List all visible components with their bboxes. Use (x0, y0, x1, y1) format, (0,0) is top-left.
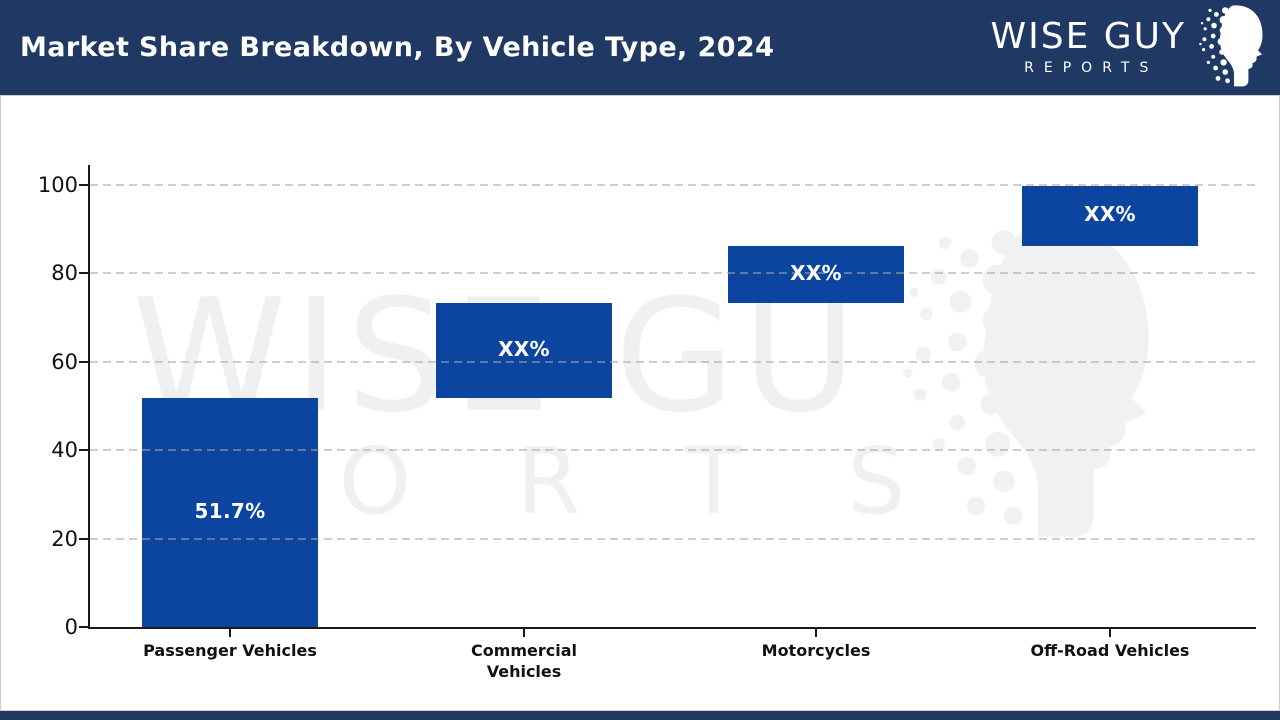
y-axis-tick (79, 449, 88, 452)
y-axis-tick (79, 626, 88, 628)
y-axis-tick-label: 100 (37, 173, 78, 197)
x-axis-tick (1109, 629, 1111, 637)
brand-logo: WISE GUY REPORTS (991, 4, 1267, 92)
x-axis-line (88, 627, 1256, 629)
y-axis-tick (79, 272, 88, 275)
brand-name: WISE GUY (990, 16, 1186, 57)
y-axis-tick-label: 0 (64, 615, 78, 639)
x-axis-tick (229, 629, 231, 637)
y-axis-tick (79, 184, 88, 186)
x-axis-tick (523, 629, 525, 637)
x-axis-category-label: Commercial Vehicles (470, 641, 578, 681)
bar-passenger-vehicles (142, 398, 318, 627)
y-axis-tick (79, 537, 88, 540)
y-axis-line (88, 165, 90, 629)
footer-bar (0, 711, 1280, 720)
bar-value-label: XX% (790, 260, 842, 285)
x-axis-category-label: Off-Road Vehicles (1030, 641, 1190, 660)
waterfall-chart: 0 20 40 60 80 100 51.7% Passenger Vehicles XX% Co… (0, 95, 1280, 711)
gridline (90, 360, 1256, 363)
header: Market Share Breakdown, By Vehicle Type,… (0, 0, 1280, 95)
brand-logo-text: WISE GUY REPORTS (990, 16, 1187, 77)
gridline (90, 449, 1256, 452)
y-axis-tick-label: 80 (51, 261, 78, 286)
bar-value-label: XX% (1084, 201, 1136, 226)
page-title: Market Share Breakdown, By Vehicle Type,… (20, 32, 775, 63)
bar-value-label: 51.7% (194, 498, 266, 523)
bar-off-road-vehicles (1022, 185, 1198, 246)
bar-commercial-vehicles (436, 303, 612, 399)
x-axis-category-label: Passenger Vehicles (143, 641, 317, 660)
x-axis-category-label: Motorcycles (761, 641, 871, 660)
gridline (90, 537, 1256, 540)
y-axis-tick-label: 40 (51, 438, 78, 463)
x-axis-tick (815, 629, 817, 637)
gridline (90, 184, 1256, 186)
y-axis-tick-label: 60 (51, 349, 78, 374)
bar-value-label: XX% (498, 336, 550, 361)
y-axis-tick-label: 20 (51, 526, 78, 551)
gridline (90, 272, 1256, 275)
y-axis-tick (79, 360, 88, 363)
bar-motorcycles (728, 245, 904, 304)
face-profile-logo-icon (1199, 4, 1263, 86)
brand-subtitle: REPORTS (1024, 60, 1159, 76)
